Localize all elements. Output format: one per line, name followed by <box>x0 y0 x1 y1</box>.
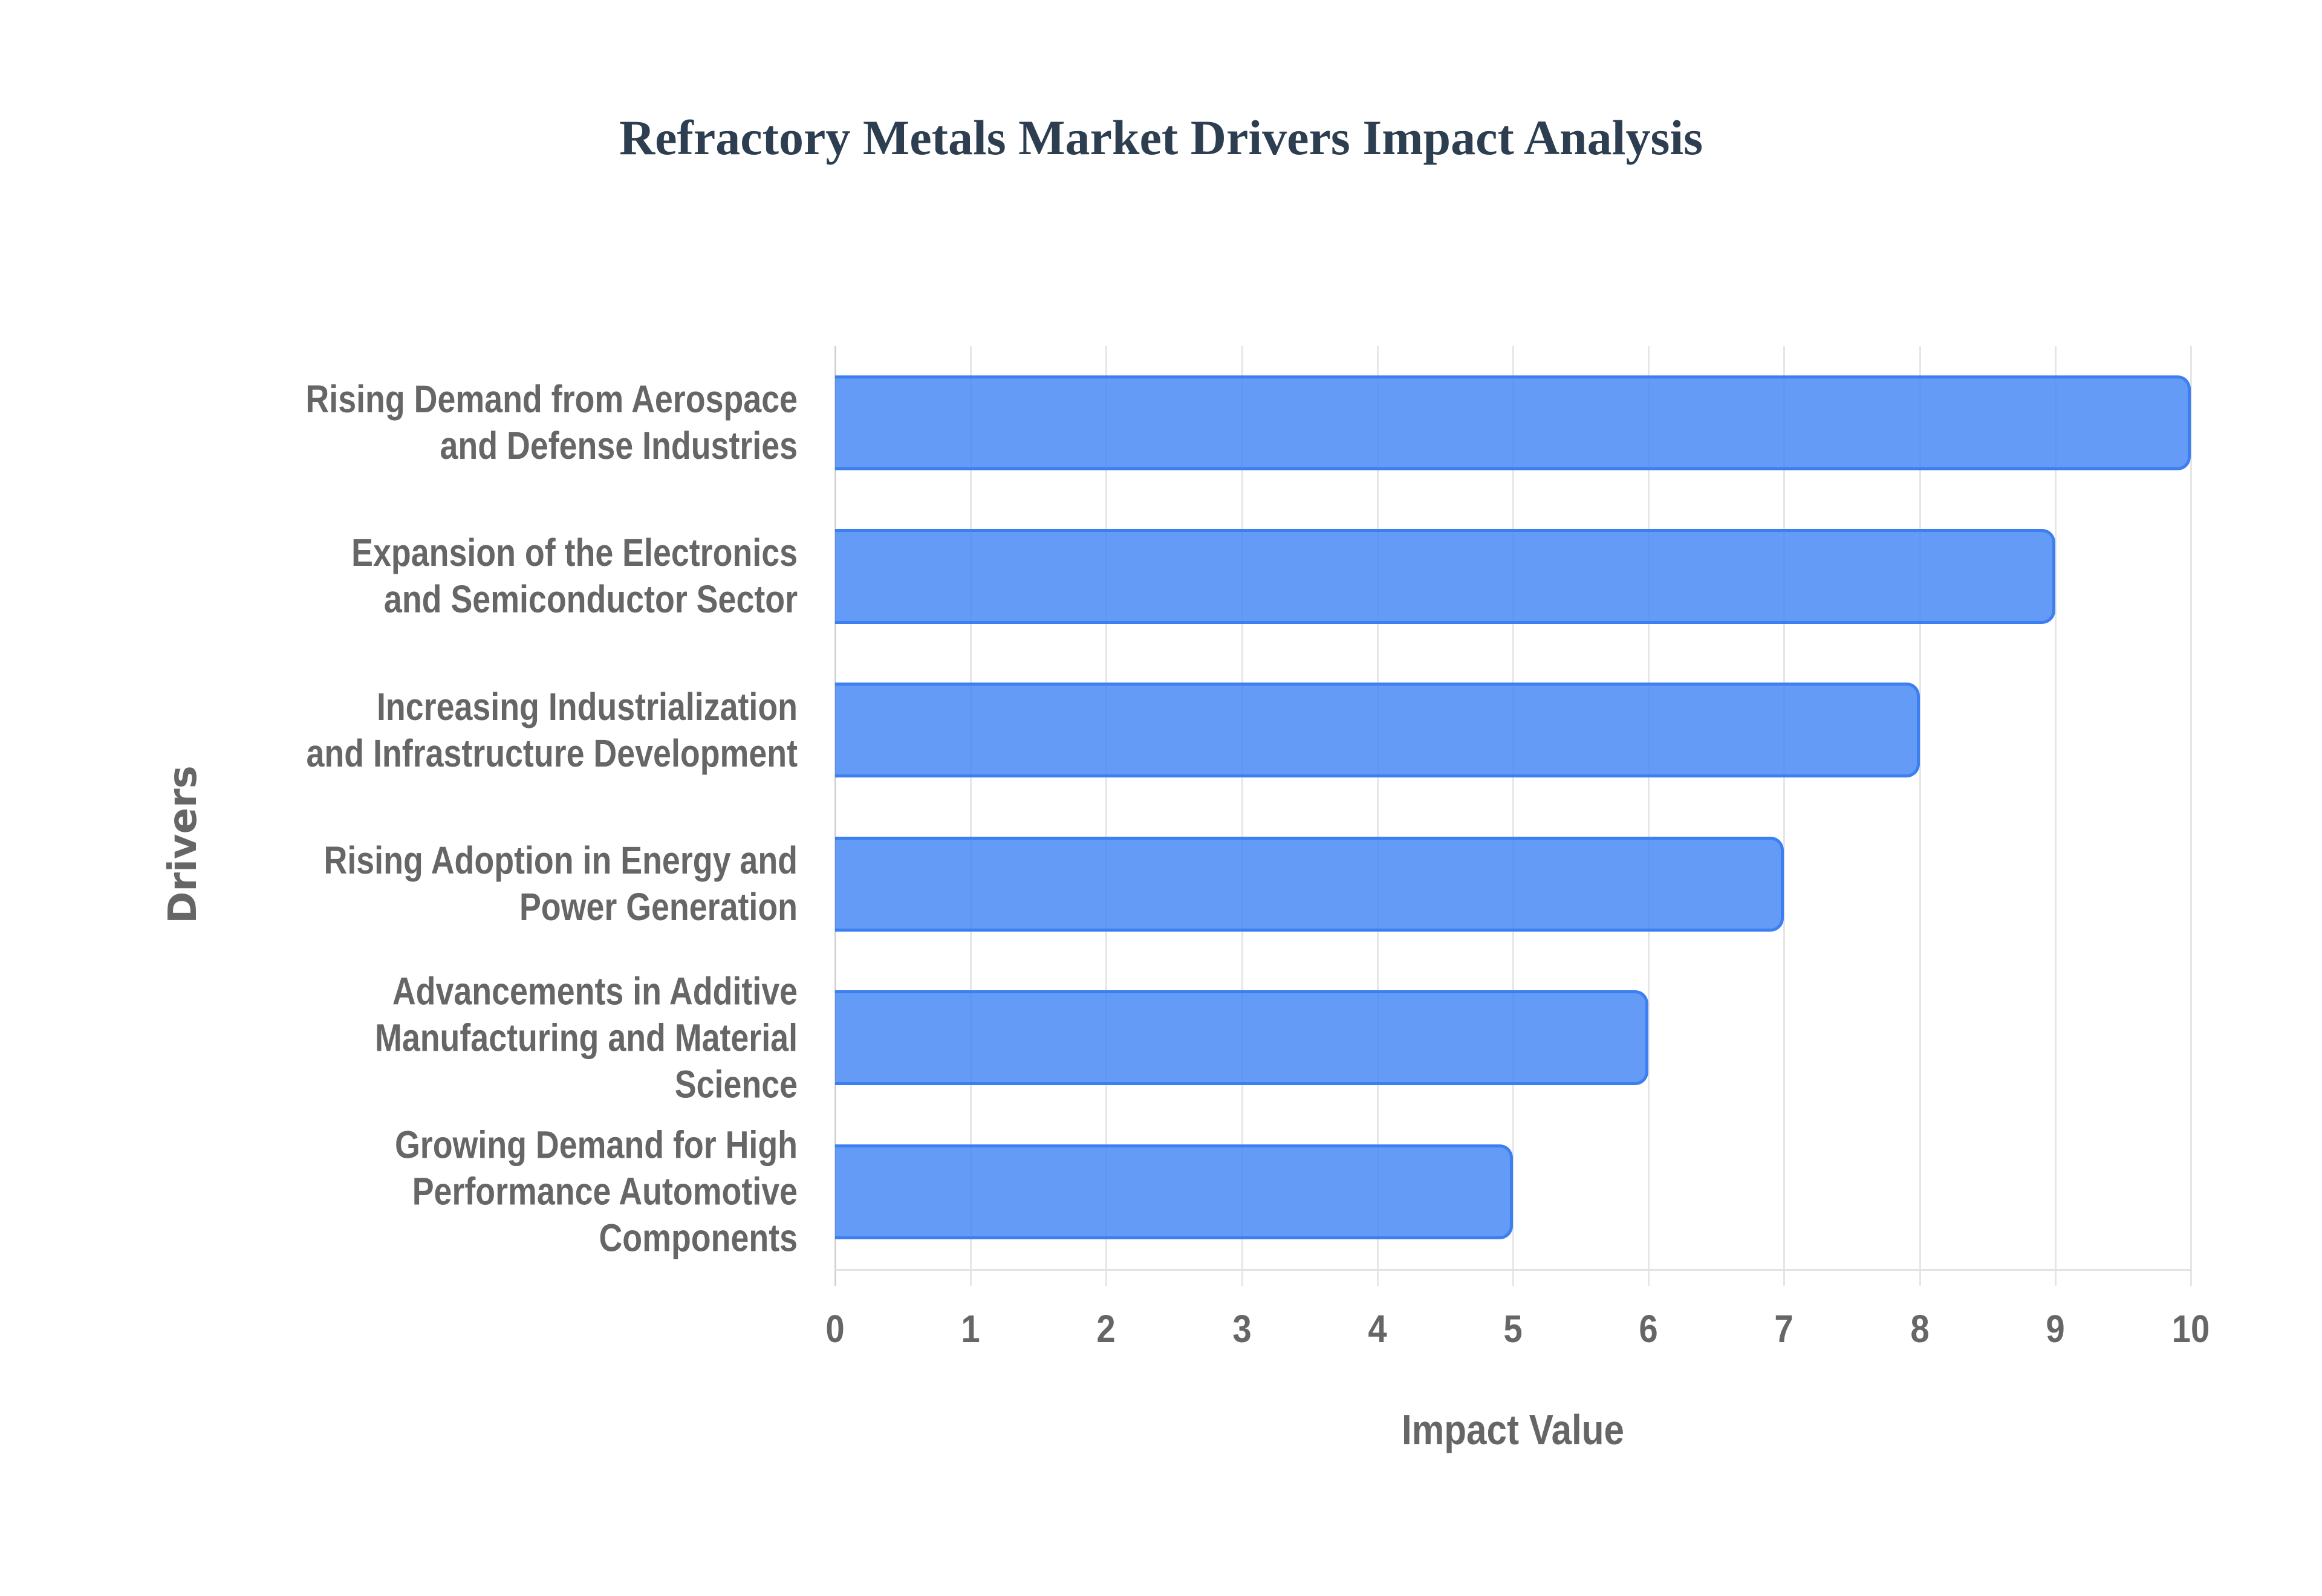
y-tick-label: Rising Adoption in Energy and Power Gener… <box>188 837 798 930</box>
gridline <box>2190 346 2192 1286</box>
y-tick-label-line: and Semiconductor Sector <box>383 577 798 621</box>
y-tick-label-line: Components <box>599 1216 798 1260</box>
x-tick-label: 4 <box>1368 1307 1387 1351</box>
gridline <box>2054 346 2057 1286</box>
x-axis-title: Impact Value <box>1401 1406 1625 1453</box>
y-tick-label-line: and Defense Industries <box>440 424 798 467</box>
x-tick-label: 0 <box>825 1307 845 1351</box>
y-tick-label: Rising Demand from Aerospace and Defense … <box>188 376 798 469</box>
x-tick-label: 9 <box>2046 1307 2065 1351</box>
y-tick-label-line: Rising Demand from Aerospace <box>305 377 798 421</box>
gridline <box>1512 346 1514 1286</box>
x-tick-label: 8 <box>1910 1307 1930 1351</box>
y-tick-label-line: Science <box>674 1062 798 1106</box>
x-tick-label: 10 <box>2171 1307 2210 1351</box>
gridline <box>834 346 836 1286</box>
y-tick-label-line: Increasing Industrialization <box>376 684 798 728</box>
y-tick-label: Growing Demand for High Performance Autom… <box>188 1122 798 1262</box>
gridline <box>1105 346 1108 1286</box>
y-tick-label-line: Power Generation <box>519 885 798 929</box>
gridline <box>1783 346 1786 1286</box>
y-tick-label-line: Advancements in Additive <box>392 969 798 1013</box>
bar[interactable] <box>835 836 1784 932</box>
x-tick-label: 7 <box>1774 1307 1794 1351</box>
y-tick-label: Advancements in Additive Manufacturing an… <box>188 968 798 1108</box>
y-tick-label-line: Rising Adoption in Energy and <box>324 839 798 883</box>
gridline <box>1648 346 1650 1286</box>
y-tick-label-line: Manufacturing and Material <box>375 1016 798 1060</box>
x-tick-label: 5 <box>1503 1307 1523 1351</box>
y-tick-label-line: Growing Demand for High <box>394 1123 798 1167</box>
bar[interactable] <box>835 528 2055 624</box>
x-axis-line <box>835 1269 2192 1271</box>
bar[interactable] <box>835 990 1649 1086</box>
plot-area <box>834 346 2192 1286</box>
y-tick-label: Increasing Industrialization and Infrastr… <box>188 684 798 777</box>
y-tick-label-line: Expansion of the Electronics <box>351 531 798 575</box>
chart-title: Refractory Metals Market Drivers Impact … <box>619 110 1703 165</box>
gridline <box>970 346 972 1286</box>
gridline <box>1241 346 1243 1286</box>
bar[interactable] <box>835 375 2191 470</box>
y-tick-label-line: and Infrastructure Development <box>306 731 798 775</box>
gridline <box>1376 346 1379 1286</box>
bar[interactable] <box>835 683 1920 778</box>
x-tick-label: 1 <box>961 1307 980 1351</box>
x-tick-label: 6 <box>1639 1307 1658 1351</box>
y-tick-label-line: Performance Automotive <box>412 1169 798 1213</box>
y-tick-label: Expansion of the Electronics and Semicond… <box>188 530 798 623</box>
bar[interactable] <box>835 1144 1513 1239</box>
gridline <box>1919 346 1921 1286</box>
x-tick-label: 3 <box>1232 1307 1252 1351</box>
x-tick-label: 2 <box>1096 1307 1116 1351</box>
